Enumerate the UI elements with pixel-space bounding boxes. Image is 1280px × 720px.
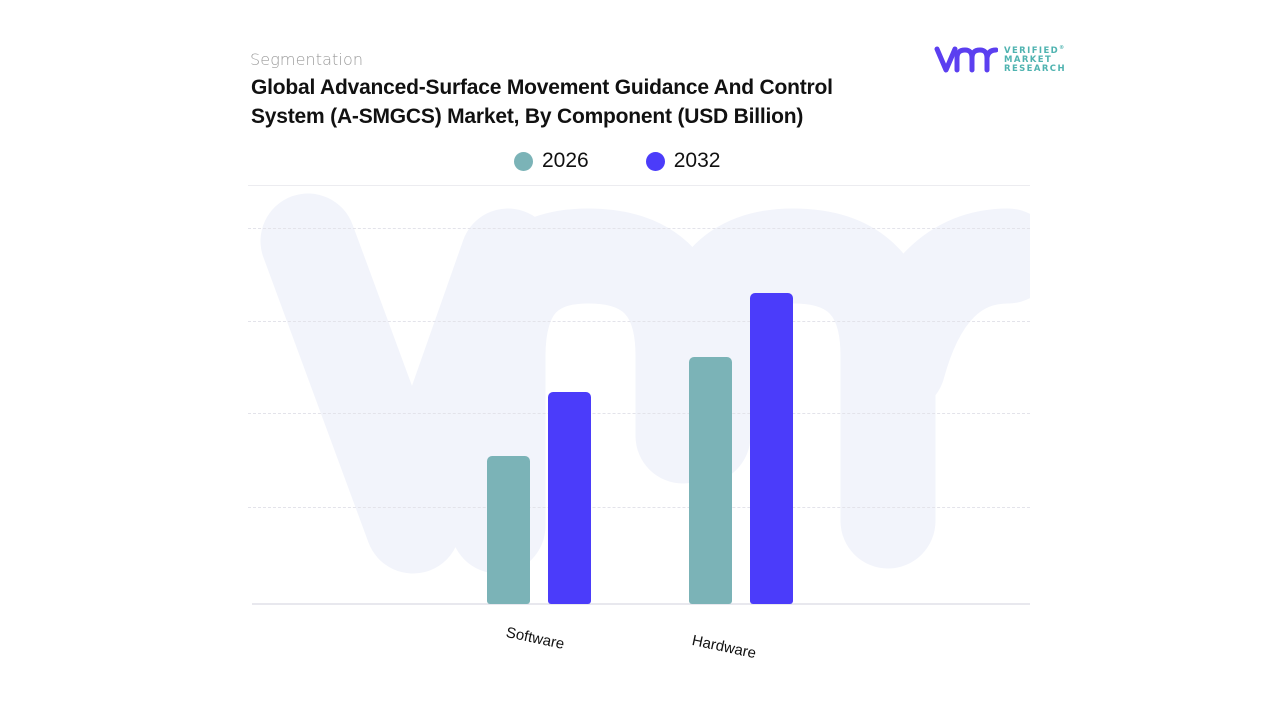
registered-mark: ®: [1059, 45, 1066, 51]
logo-line-verified: VERIFIED: [1004, 45, 1060, 56]
bar-hardware-2032[interactable]: [750, 292, 793, 604]
legend-item-2026[interactable]: 2026: [514, 149, 589, 173]
legend-dot-icon: [645, 151, 665, 171]
x-axis-label-hardware: Hardware: [690, 632, 758, 663]
legend-label: 2032: [673, 149, 721, 172]
gridline: [248, 507, 1030, 508]
legend-label: 2026: [542, 149, 589, 172]
gridline: [248, 321, 1030, 322]
header-divider: [248, 185, 1030, 186]
gridline: [248, 228, 1030, 229]
bar-software-2032[interactable]: [548, 392, 591, 604]
legend-item-2032[interactable]: 2032: [645, 149, 721, 173]
vmr-logo-icon: [934, 46, 998, 73]
bar-hardware-2026[interactable]: [689, 357, 732, 604]
chart-title: Global Advanced-Surface Movement Guidanc…: [251, 76, 833, 128]
vmr-watermark-icon: [260, 193, 1030, 574]
bar-software-2026[interactable]: [487, 455, 530, 604]
logo-line-research: RESEARCH: [1004, 63, 1066, 74]
section-label: Segmentation: [250, 50, 364, 69]
gridline: [248, 413, 1030, 414]
x-axis-baseline: [252, 603, 1030, 605]
logo-line-market: MARKET: [1004, 54, 1053, 65]
logo-wordmark: VERIFIED® MARKET RESEARCH: [1004, 44, 1066, 74]
brand-logo: VERIFIED® MARKET RESEARCH: [934, 44, 1066, 74]
plot-area: [248, 186, 1030, 605]
x-axis-label-software: Software: [504, 624, 566, 653]
chart-legend: 2026 2032: [514, 149, 777, 173]
legend-dot-icon: [514, 151, 533, 171]
